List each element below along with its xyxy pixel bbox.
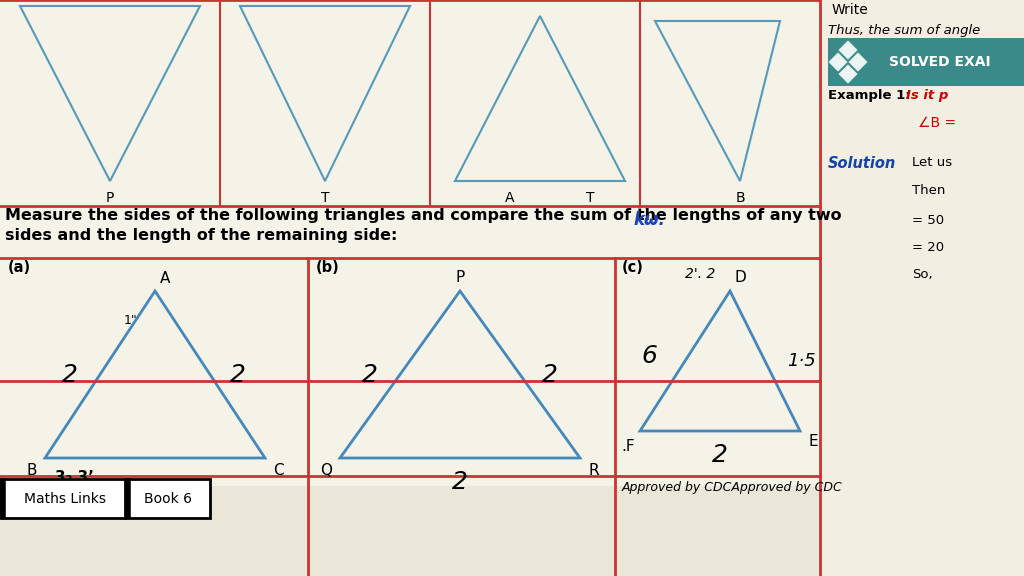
Text: Approved by CDCApproved by CDC: Approved by CDCApproved by CDC (622, 481, 843, 494)
Text: So,: So, (912, 268, 933, 281)
FancyBboxPatch shape (126, 479, 210, 518)
Text: 2: 2 (712, 443, 728, 467)
Text: Q: Q (319, 463, 332, 478)
Text: SOLVED EXAI: SOLVED EXAI (889, 55, 991, 69)
Text: 2: 2 (542, 363, 558, 387)
Text: .F: .F (622, 439, 635, 454)
Text: 6: 6 (641, 344, 657, 368)
Text: 1·5: 1·5 (787, 352, 816, 370)
Text: ∠B =: ∠B = (918, 116, 956, 130)
Text: E: E (808, 434, 817, 449)
Text: 2: 2 (362, 363, 378, 387)
Text: T: T (321, 191, 330, 205)
Text: 2: 2 (230, 363, 246, 387)
Text: 3₂ 3’: 3₂ 3’ (55, 470, 94, 485)
Text: C: C (273, 463, 284, 478)
Text: R: R (588, 463, 599, 478)
Text: A: A (160, 271, 170, 286)
FancyBboxPatch shape (1, 479, 125, 518)
Text: B: B (735, 191, 744, 205)
Text: Maths Links: Maths Links (24, 492, 106, 506)
Text: Solution: Solution (828, 156, 896, 171)
Text: T: T (586, 191, 594, 205)
Text: (c): (c) (622, 260, 644, 275)
Text: B: B (27, 463, 37, 478)
Text: = 20: = 20 (912, 241, 944, 254)
Text: 2: 2 (62, 363, 78, 387)
Text: 2'. 2: 2'. 2 (685, 267, 715, 281)
Polygon shape (848, 52, 868, 72)
Text: Let us: Let us (912, 156, 952, 169)
Text: sides and the length of the remaining side:: sides and the length of the remaining si… (5, 228, 397, 243)
Text: 1": 1" (123, 314, 137, 328)
Text: = 50: = 50 (912, 214, 944, 227)
Text: Write: Write (831, 3, 868, 17)
Text: A: A (505, 191, 515, 205)
Polygon shape (838, 64, 858, 84)
Text: Thus, the sum of angle: Thus, the sum of angle (828, 24, 980, 37)
Text: P: P (105, 191, 115, 205)
Polygon shape (838, 40, 858, 60)
Text: 2: 2 (452, 470, 468, 494)
Text: D: D (735, 270, 746, 285)
Text: P: P (456, 270, 465, 285)
Bar (828, 38, 1024, 86)
Text: Measure the sides of the following triangles and compare the sum of the lengths : Measure the sides of the following trian… (5, 208, 842, 223)
Text: Example 1:: Example 1: (828, 89, 910, 102)
Text: (b): (b) (316, 260, 340, 275)
Text: Is it p: Is it p (906, 89, 948, 102)
Text: (a): (a) (8, 260, 31, 275)
Polygon shape (828, 52, 848, 72)
Bar (0, 0, 840, 486)
Bar (0, 486, 840, 576)
Text: kω.: kω. (633, 211, 665, 229)
Text: Book 6: Book 6 (144, 492, 193, 506)
Text: Then: Then (912, 184, 945, 197)
Bar (820, 0, 1024, 576)
